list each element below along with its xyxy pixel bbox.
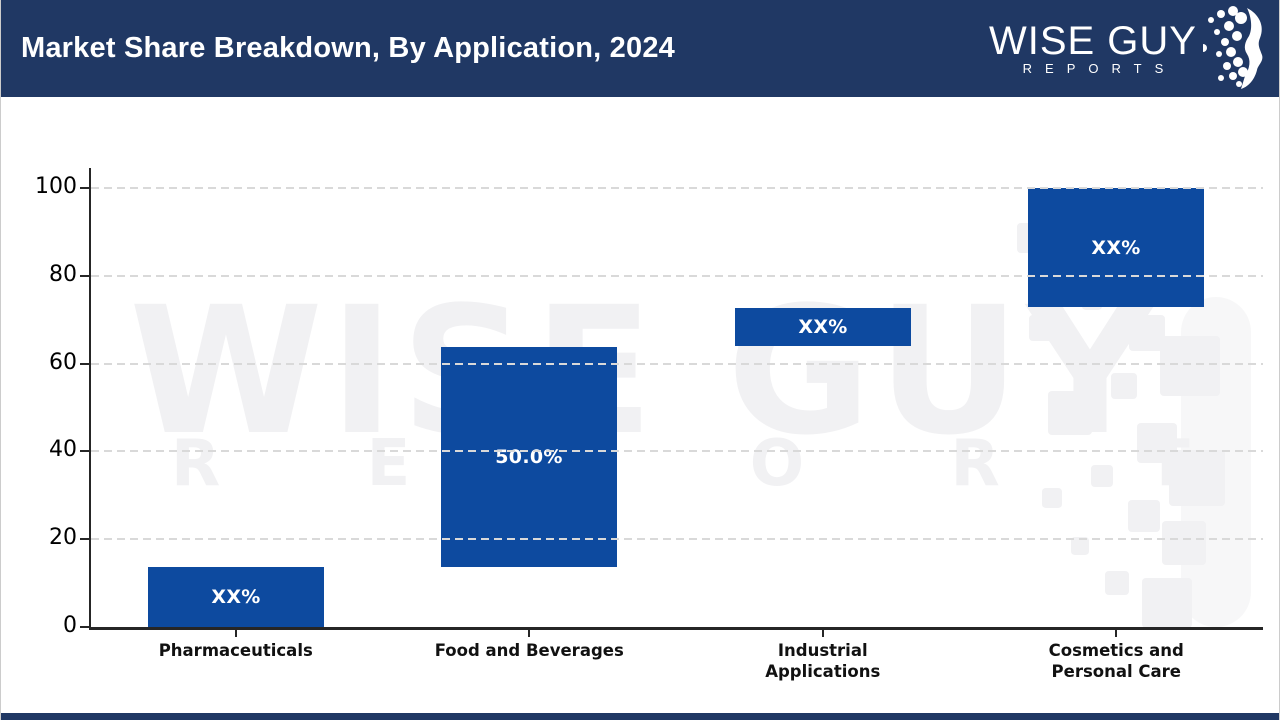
bar-value-label: XX% bbox=[798, 316, 848, 338]
bar-value-label: XX% bbox=[1091, 236, 1141, 259]
wiseguy-logo: WISE GUY REPORTS bbox=[989, 6, 1265, 90]
footer-bar bbox=[1, 713, 1279, 720]
header: Market Share Breakdown, By Application, … bbox=[1, 0, 1279, 97]
y-tick-0 bbox=[80, 626, 89, 628]
chart-title: Market Share Breakdown, By Application, … bbox=[21, 32, 675, 64]
x-tick-0 bbox=[234, 630, 237, 637]
y-axis-line bbox=[89, 168, 91, 630]
wiseguy-logo-text: WISE GUY REPORTS bbox=[989, 20, 1197, 76]
y-tick-label-80: 80 bbox=[49, 261, 77, 287]
x-tick-2 bbox=[821, 630, 824, 637]
y-tick-label-60: 60 bbox=[49, 349, 77, 375]
gridline-100 bbox=[91, 187, 1263, 189]
wiseguy-face-icon bbox=[1203, 6, 1263, 89]
y-tick-60 bbox=[80, 362, 89, 365]
bar-segment: XX% bbox=[735, 308, 911, 346]
x-axis-line bbox=[89, 627, 1263, 630]
gridline-20 bbox=[91, 538, 1263, 541]
bar-segment: XX% bbox=[1028, 188, 1204, 307]
y-tick-label-100: 100 bbox=[35, 174, 77, 199]
y-tick-label-40: 40 bbox=[49, 437, 77, 463]
category-label: Pharmaceuticals bbox=[158, 641, 313, 660]
category-label: Food and Beverages bbox=[434, 641, 624, 660]
category-label: Cosmetics and Personal Care bbox=[1048, 641, 1184, 681]
bar-value-label: 50.0% bbox=[495, 446, 563, 468]
y-tick-label-0: 0 bbox=[63, 613, 77, 638]
bar-segment: XX% bbox=[148, 567, 324, 627]
gridline-40 bbox=[91, 450, 1263, 453]
x-tick-3 bbox=[1115, 630, 1118, 637]
logo-wordmark: WISE GUY bbox=[988, 18, 1197, 63]
x-tick-1 bbox=[528, 630, 531, 637]
logo-subtitle: REPORTS bbox=[1022, 60, 1177, 76]
gridline-60 bbox=[91, 362, 1263, 365]
y-tick-label-20: 20 bbox=[49, 525, 77, 551]
y-tick-20 bbox=[80, 538, 89, 541]
bar-segment: 50.0% bbox=[441, 347, 617, 567]
category-label: Industrial Applications bbox=[765, 641, 881, 681]
gridline-80 bbox=[91, 274, 1263, 277]
bar-value-label: XX% bbox=[211, 586, 261, 608]
y-tick-40 bbox=[80, 450, 89, 453]
y-tick-100 bbox=[80, 187, 89, 189]
y-tick-80 bbox=[80, 274, 89, 277]
